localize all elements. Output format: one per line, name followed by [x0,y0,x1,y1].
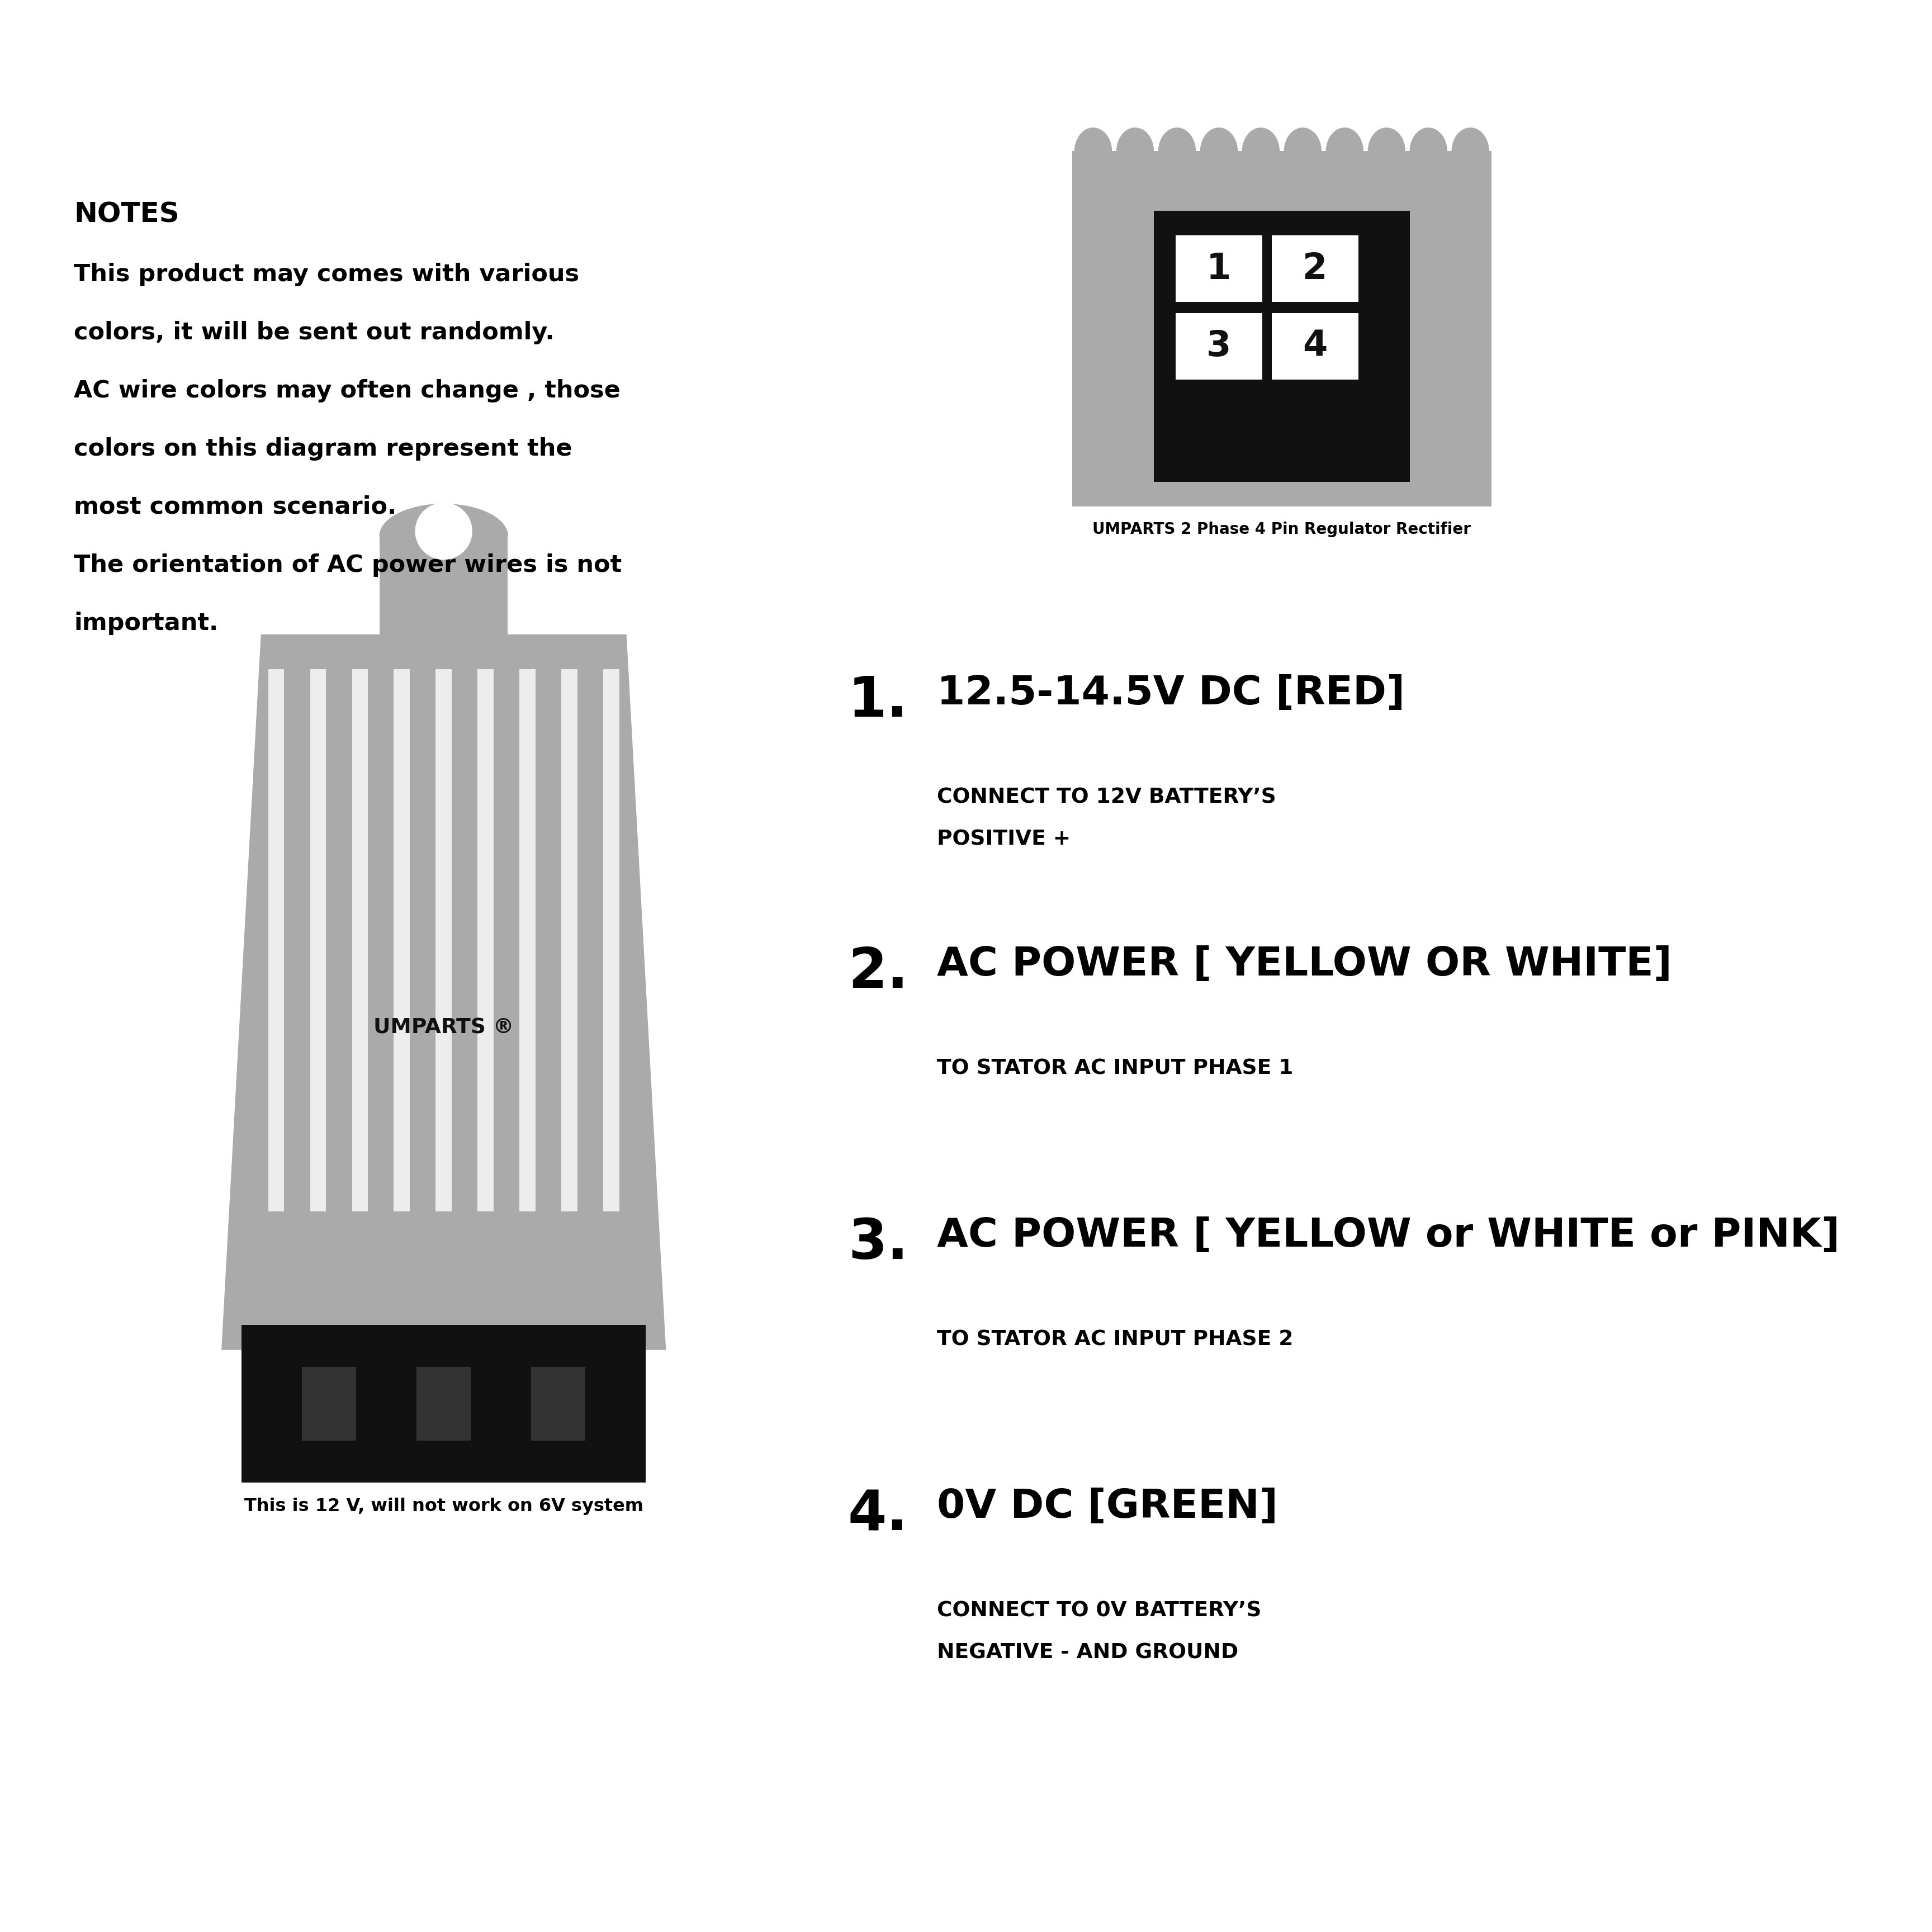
Bar [417,1366,471,1441]
Text: important.: important. [73,612,218,636]
Text: POSITIVE +: POSITIVE + [937,829,1070,850]
Text: The orientation of AC power wires is not: The orientation of AC power wires is not [73,553,622,578]
Bar [603,668,620,1211]
Text: colors, it will be sent out randomly.: colors, it will be sent out randomly. [73,321,554,344]
Bar [1153,211,1410,481]
Text: 0V DC [GREEN]: 0V DC [GREEN] [937,1488,1277,1526]
Bar [1177,313,1262,379]
Text: CONNECT TO 12V BATTERY’S: CONNECT TO 12V BATTERY’S [937,788,1275,808]
Text: 2.: 2. [848,945,908,999]
Text: colors on this diagram represent the: colors on this diagram represent the [73,437,572,460]
Polygon shape [1323,128,1366,151]
Text: AC POWER [ YELLOW or WHITE or PINK]: AC POWER [ YELLOW or WHITE or PINK] [937,1217,1839,1256]
Polygon shape [1198,128,1240,151]
Text: 4: 4 [1302,328,1327,363]
Bar [309,668,327,1211]
Bar [301,1366,355,1441]
Text: AC wire colors may often change , those: AC wire colors may often change , those [73,379,620,402]
Polygon shape [1408,128,1449,151]
Polygon shape [1366,128,1408,151]
Bar [477,668,493,1211]
Bar [437,668,452,1211]
Polygon shape [1240,128,1281,151]
Text: 2: 2 [1302,251,1327,286]
Bar [531,1366,585,1441]
Text: TO STATOR AC INPUT PHASE 1: TO STATOR AC INPUT PHASE 1 [937,1059,1293,1078]
Bar [242,1325,645,1482]
Text: This is 12 V, will not work on 6V system: This is 12 V, will not work on 6V system [243,1497,643,1515]
Polygon shape [1449,128,1492,151]
Polygon shape [1072,128,1115,151]
Text: This product may comes with various: This product may comes with various [73,263,580,286]
Text: 4.: 4. [848,1488,908,1542]
Text: 12.5-14.5V DC [RED]: 12.5-14.5V DC [RED] [937,674,1405,713]
Text: UMPARTS 2 Phase 4 Pin Regulator Rectifier: UMPARTS 2 Phase 4 Pin Regulator Rectifie… [1094,522,1470,537]
Text: 3.: 3. [848,1217,908,1271]
Bar [352,668,367,1211]
Text: 1.: 1. [848,674,908,728]
Text: TO STATOR AC INPUT PHASE 2: TO STATOR AC INPUT PHASE 2 [937,1329,1293,1350]
Bar [394,668,410,1211]
Polygon shape [222,636,665,1350]
Bar [269,668,284,1211]
Text: UMPARTS ®: UMPARTS ® [373,1018,514,1037]
Text: most common scenario.: most common scenario. [73,495,396,518]
Bar [379,535,508,636]
Bar [562,668,578,1211]
Polygon shape [1155,128,1198,151]
Bar [520,668,535,1211]
Text: 1: 1 [1206,251,1231,286]
Bar [1271,236,1358,301]
Text: NOTES: NOTES [73,201,180,228]
Polygon shape [1281,128,1323,151]
Polygon shape [379,504,508,535]
Bar [1072,151,1492,506]
Polygon shape [1115,128,1155,151]
Text: AC POWER [ YELLOW OR WHITE]: AC POWER [ YELLOW OR WHITE] [937,945,1671,983]
Text: 3: 3 [1206,328,1231,363]
Text: CONNECT TO 0V BATTERY’S: CONNECT TO 0V BATTERY’S [937,1602,1262,1621]
Text: NEGATIVE - AND GROUND: NEGATIVE - AND GROUND [937,1642,1238,1663]
Circle shape [415,502,471,560]
Bar [1177,236,1262,301]
Bar [1271,313,1358,379]
